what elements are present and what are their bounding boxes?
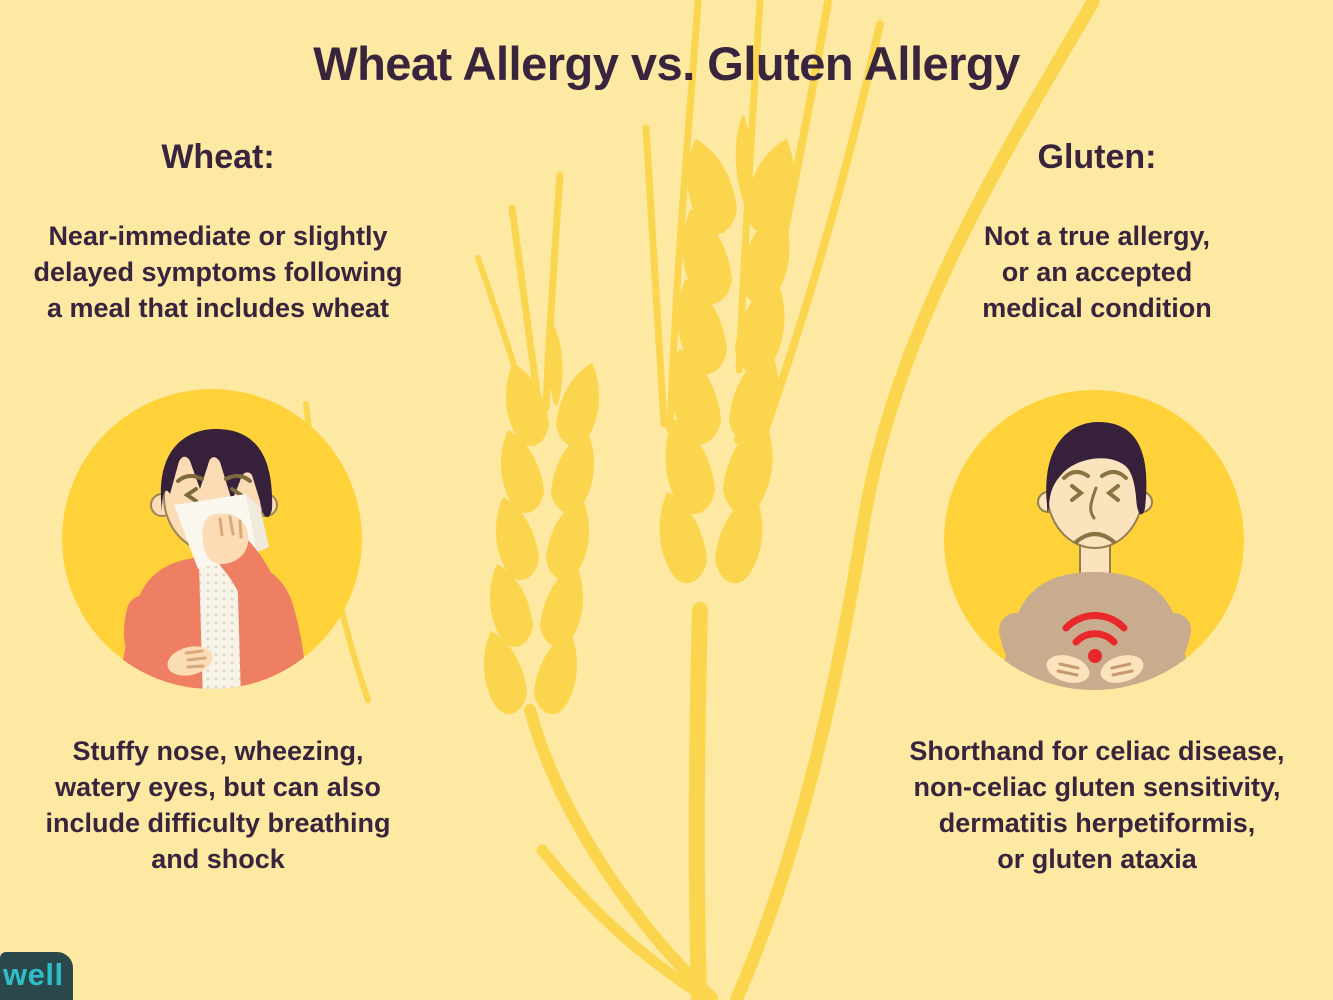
wheat-symptoms: Stuffy nose, wheezing, watery eyes, but … [45,736,391,874]
infographic-title: Wheat Allergy vs. Gluten Allergy [313,37,1020,90]
hands-on-belly [1046,655,1144,683]
wheat-allergy-illustration [62,389,362,689]
wheat-description: Near-immediate or slightly delayed sympt… [33,221,403,323]
hand-on-stomach [167,646,213,676]
wheat-heading: Wheat: [161,138,275,176]
verywell-logo: well [0,952,73,1000]
hair [160,429,273,518]
shirt-strip [199,559,241,689]
hair [1046,422,1147,515]
gluten-sensitivity-illustration [944,390,1244,690]
pain-icon [1062,612,1128,663]
sad-face [1062,470,1128,544]
gluten-symptoms: Shorthand for celiac disease, non-celiac… [909,736,1285,874]
verywell-logo-text: well [3,957,64,992]
gluten-description: Not a true allergy, or an accepted medic… [982,221,1212,323]
gluten-heading: Gluten: [1037,138,1157,176]
hand-on-tissue [202,513,249,565]
